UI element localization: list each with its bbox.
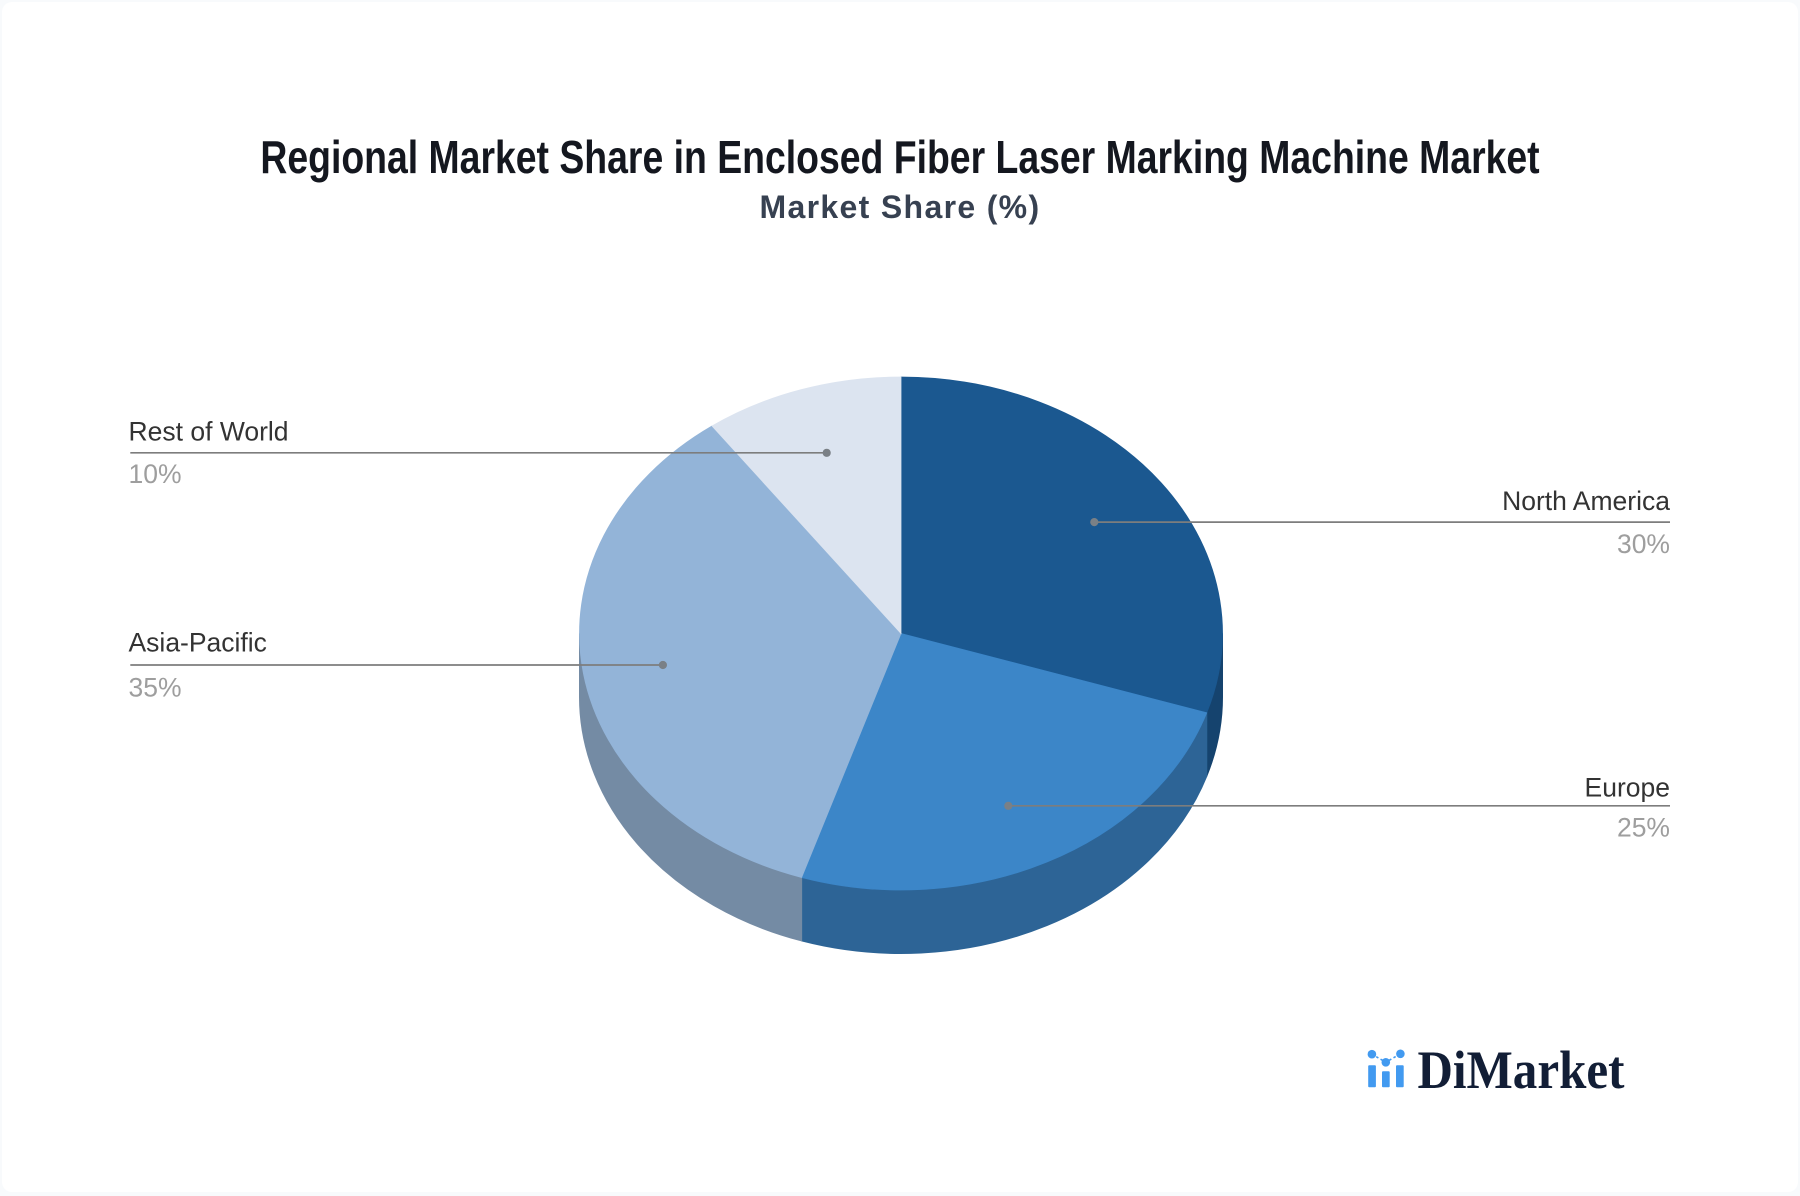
svg-text:Asia-Pacific: Asia-Pacific xyxy=(129,628,267,658)
svg-text:Europe: Europe xyxy=(1585,772,1670,802)
svg-text:DiMarket: DiMarket xyxy=(1418,1040,1626,1100)
svg-text:25%: 25% xyxy=(1617,813,1670,843)
svg-text:10%: 10% xyxy=(129,459,182,489)
svg-text:30%: 30% xyxy=(1617,529,1670,559)
svg-text:North America: North America xyxy=(1502,486,1670,516)
svg-text:Rest of World: Rest of World xyxy=(129,416,289,446)
svg-text:35%: 35% xyxy=(129,672,182,702)
